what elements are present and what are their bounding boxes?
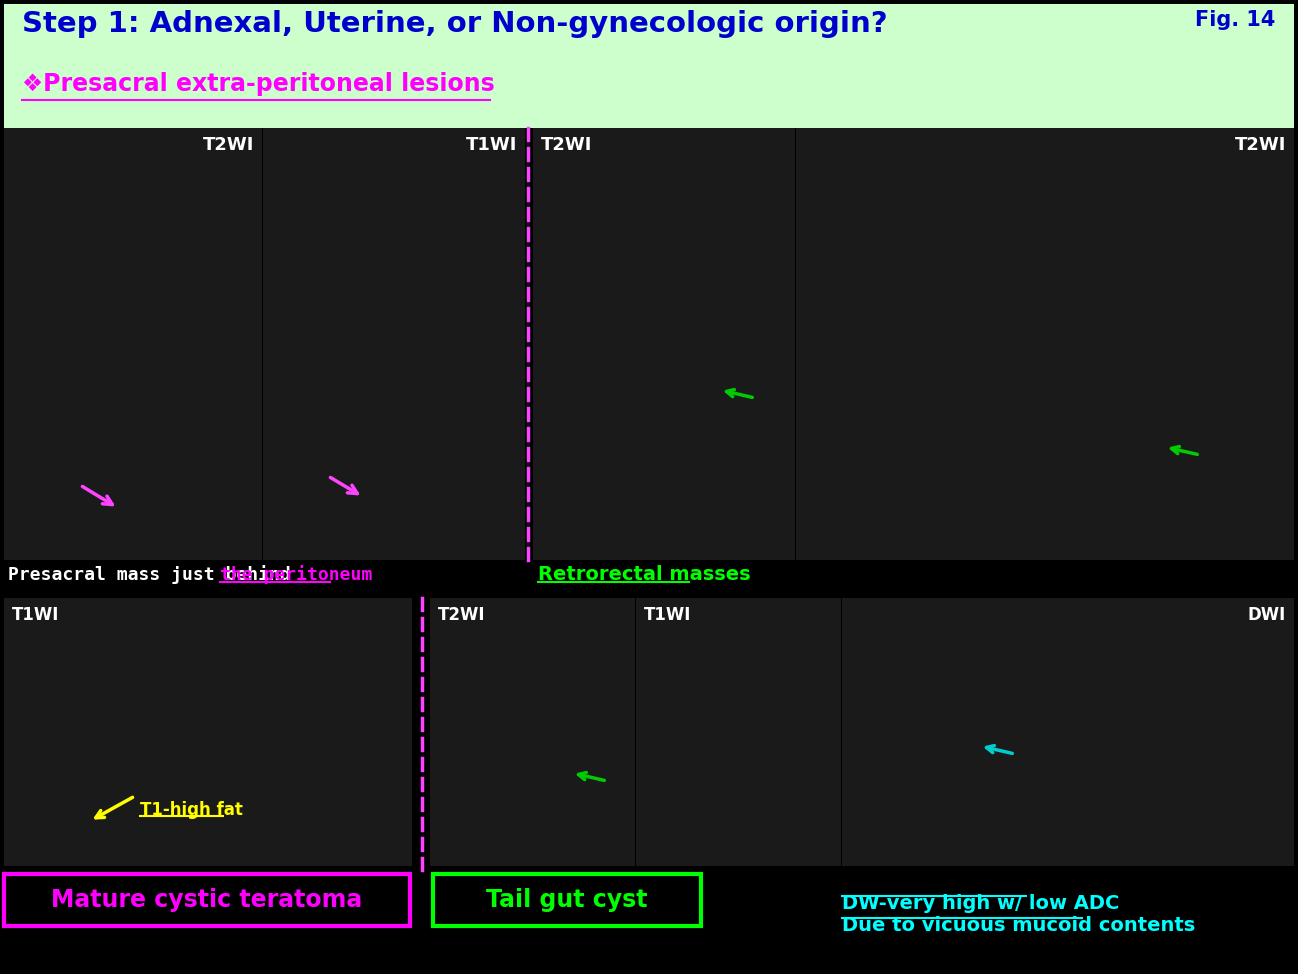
Text: T2WI: T2WI <box>541 136 592 154</box>
Text: Due to vicuous mucoid contents: Due to vicuous mucoid contents <box>842 916 1195 935</box>
Text: the peritoneum: the peritoneum <box>219 565 373 584</box>
Bar <box>430 598 635 866</box>
Bar <box>263 128 524 560</box>
Text: T1WI: T1WI <box>466 136 517 154</box>
Text: ❖Presacral extra-peritoneal lesions: ❖Presacral extra-peritoneal lesions <box>22 72 495 96</box>
Text: Fig. 14: Fig. 14 <box>1194 10 1275 30</box>
Text: T2WI: T2WI <box>202 136 254 154</box>
Text: Presacral mass just behind: Presacral mass just behind <box>8 565 301 584</box>
Text: T1WI: T1WI <box>644 606 692 624</box>
Text: T1-high fat: T1-high fat <box>140 801 243 819</box>
Bar <box>796 128 1294 560</box>
Bar <box>842 598 1294 866</box>
Bar <box>636 598 841 866</box>
Text: Tail gut cyst: Tail gut cyst <box>487 888 648 912</box>
Bar <box>4 128 262 560</box>
Text: DW-very high w/ low ADC: DW-very high w/ low ADC <box>842 894 1119 913</box>
Bar <box>4 598 411 866</box>
Text: Step 1: Adnexal, Uterine, or Non-gynecologic origin?: Step 1: Adnexal, Uterine, or Non-gynecol… <box>22 10 888 38</box>
Bar <box>434 874 701 926</box>
Text: DWI: DWI <box>1247 606 1286 624</box>
Text: T1WI: T1WI <box>12 606 60 624</box>
Text: Retrorectal masses: Retrorectal masses <box>537 565 750 584</box>
Text: T2WI: T2WI <box>437 606 485 624</box>
Text: Mature cystic teratoma: Mature cystic teratoma <box>52 888 362 912</box>
Text: T2WI: T2WI <box>1234 136 1286 154</box>
Bar <box>4 874 410 926</box>
Bar <box>4 4 1294 128</box>
Bar <box>533 128 794 560</box>
